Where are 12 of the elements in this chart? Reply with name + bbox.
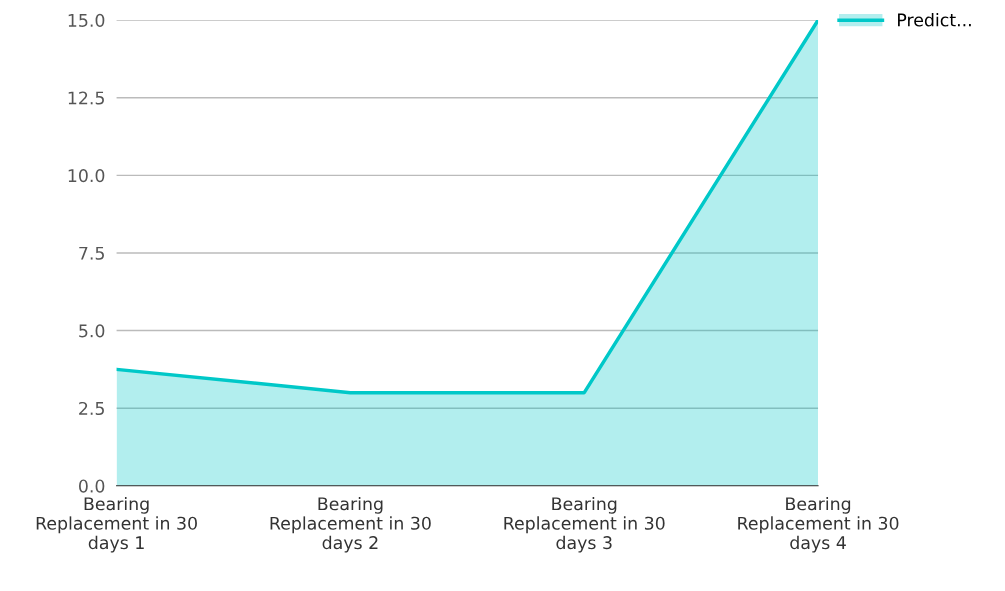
y-tick-label: 0.0	[79, 479, 105, 493]
y-tick-label: 7.5	[79, 246, 104, 260]
y-tick-label: 2.5	[79, 401, 104, 416]
x-tick-label: Bearing Replacement in 30 days 3	[504, 496, 665, 553]
y-tick-label: 12.5	[68, 91, 104, 105]
y-tick-label: 5.0	[79, 324, 105, 338]
x-tick-label: Bearing Replacement in 30 days 1	[36, 496, 197, 553]
x-tick-label: Bearing Replacement in 30 days 2	[270, 496, 431, 553]
x-tick-label: Bearing Replacement in 30 days 4	[738, 496, 899, 553]
y-tick-label: 10.0	[68, 169, 105, 183]
y-tick-label: 15.0	[68, 13, 105, 27]
legend-label: Predict...	[898, 13, 971, 27]
